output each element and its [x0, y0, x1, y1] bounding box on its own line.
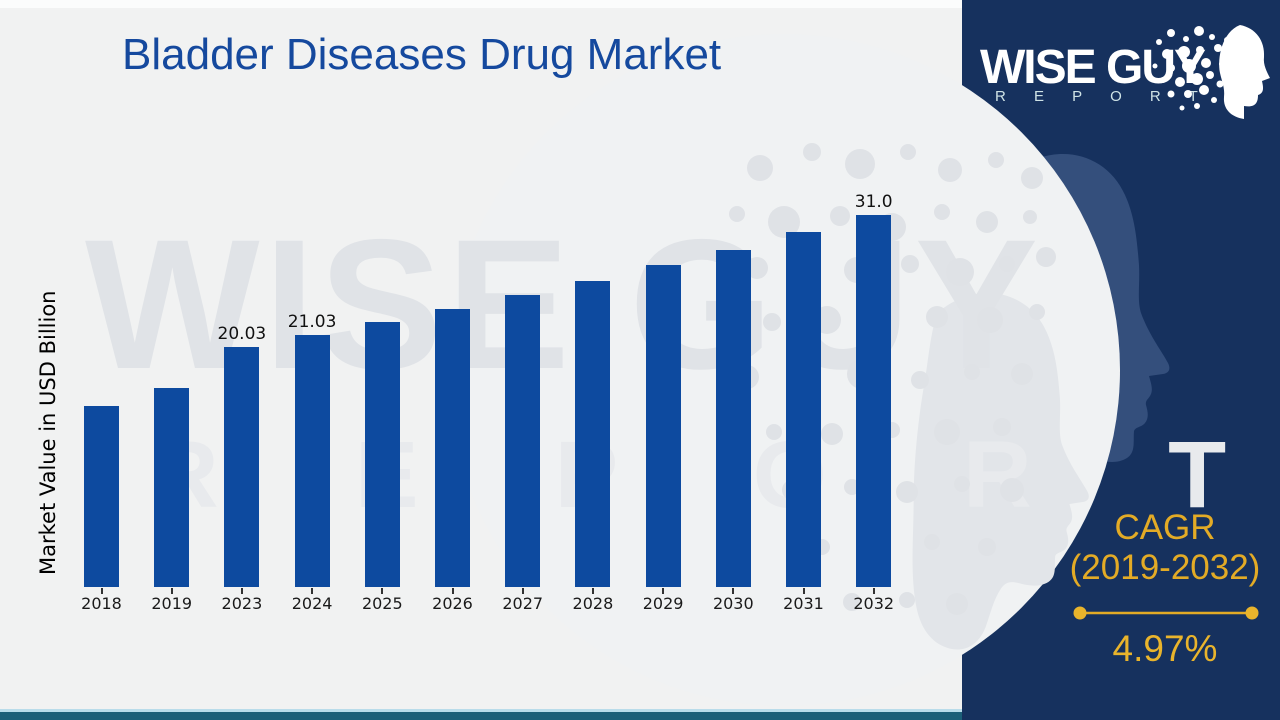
x-tick [872, 588, 875, 594]
x-tick [662, 588, 665, 594]
x-tick [802, 588, 805, 594]
x-tick-label: 2023 [221, 594, 263, 613]
bar-value-label: 20.03 [217, 324, 267, 344]
x-tick-label: 2024 [291, 594, 333, 613]
x-tick-label: 2026 [432, 594, 473, 613]
chart-title: Bladder Diseases Drug Market [122, 30, 722, 79]
x-tick-label: 2027 [502, 594, 544, 613]
cagr-value: 4.97% [1112, 628, 1218, 669]
x-tick [240, 588, 243, 594]
watermark-text-line2: R E P O R T S [150, 422, 1280, 528]
bar-2024 [294, 335, 330, 587]
bar-2031 [786, 232, 821, 587]
bar-2018 [84, 406, 119, 587]
bar-2028 [575, 281, 611, 587]
x-tick [170, 588, 173, 594]
bar-2030 [715, 250, 751, 587]
footer-strip [0, 712, 962, 720]
top-strip [0, 0, 962, 8]
x-tick-label: 2025 [361, 594, 403, 613]
bar-2025 [364, 322, 400, 587]
footer-accent-line [0, 709, 962, 712]
x-tick-label: 2030 [712, 594, 754, 613]
bar-2032 [856, 215, 892, 587]
bar-2029 [645, 265, 681, 587]
x-tick-label: 2029 [642, 594, 684, 613]
bar-value-label: 31.0 [854, 192, 893, 212]
x-tick [732, 588, 735, 594]
cagr-underline [1073, 606, 1259, 620]
x-tick-label: 2018 [81, 594, 122, 613]
x-tick [451, 588, 454, 594]
x-tick [521, 588, 524, 594]
x-tick-label: 2019 [151, 594, 193, 613]
bar-value-label: 21.03 [287, 312, 337, 332]
wiseguy-face-icon [1152, 25, 1270, 119]
cagr-heading: CAGR [1114, 508, 1216, 547]
x-tick-label: 2032 [853, 594, 895, 613]
x-tick [381, 588, 384, 594]
cagr-range: (2019-2032) [1069, 548, 1261, 587]
bar-2027 [505, 295, 541, 587]
x-tick-label: 2031 [783, 594, 824, 613]
x-tick [591, 588, 594, 594]
x-tick [100, 588, 103, 594]
bar-2026 [435, 309, 470, 587]
bar-2023 [224, 347, 260, 587]
x-tick-label: 2028 [572, 594, 614, 613]
x-tick [311, 588, 314, 594]
watermark-face [912, 293, 1089, 650]
logo-subtext: R E P O R T S [995, 88, 1248, 105]
bar-2019 [154, 388, 190, 587]
